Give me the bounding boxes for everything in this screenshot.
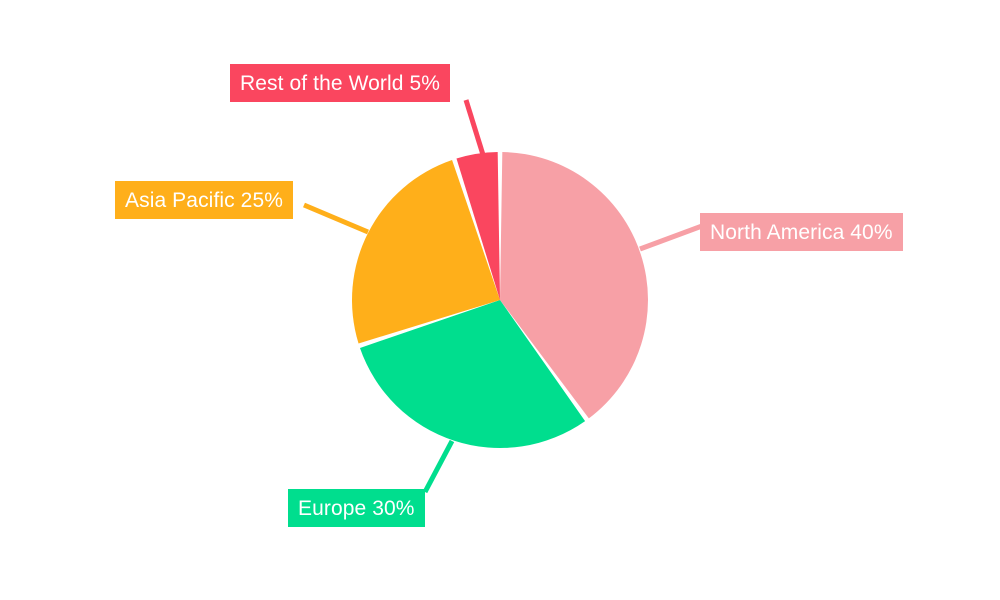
pie-slice-rest-of-world[interactable] (456, 152, 500, 300)
pie-label-north-america-text: North America 40% (710, 220, 893, 244)
pie-slice-europe[interactable] (359, 300, 586, 449)
pie-label-north-america: North America 40% (700, 213, 903, 251)
pie-label-europe-text: Europe 30% (298, 496, 415, 520)
pie-slice-north-america[interactable] (500, 152, 648, 419)
leader-lines (303, 99, 703, 494)
pie-label-asia-pacific: Asia Pacific 25% (115, 181, 294, 219)
leader-line-asia-pacific (303, 202, 369, 235)
pie-label-asia-pacific-text: Asia Pacific 25% (125, 188, 284, 212)
leader-line-rest-of-world (463, 99, 487, 159)
pie-label-europe: Europe 30% (288, 489, 425, 527)
pie-label-rest-of-world: Rest of the World 5% (230, 64, 451, 102)
leader-line-north-america (639, 223, 703, 252)
leader-line-europe (422, 439, 455, 494)
pie-slice-asia-pacific[interactable] (351, 159, 500, 344)
pie-label-rest-of-world-text: Rest of the World 5% (240, 71, 441, 95)
pie-slices (351, 152, 648, 449)
